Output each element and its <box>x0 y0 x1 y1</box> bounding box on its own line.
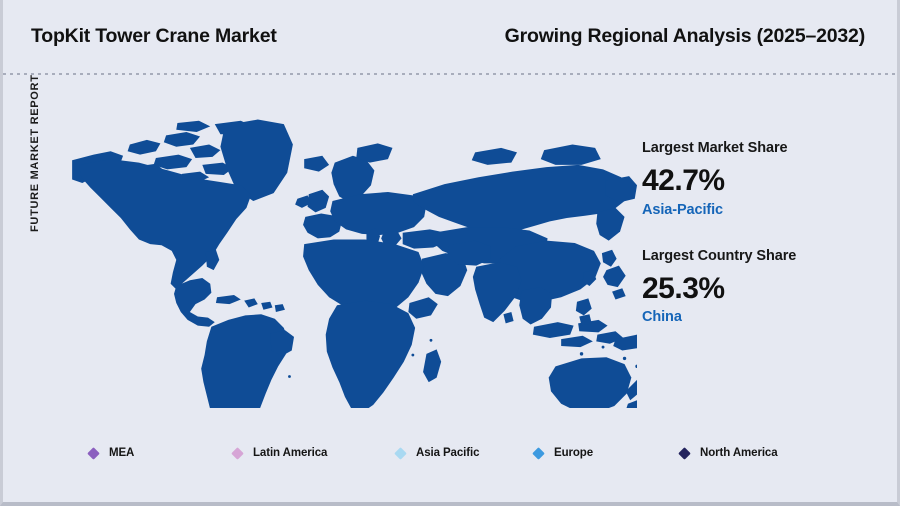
diamond-marker-icon <box>87 446 100 460</box>
header: TopKit Tower Crane Market Growing Region… <box>3 0 897 73</box>
diamond-marker-icon <box>231 446 244 460</box>
stat-label: Largest Country Share <box>642 247 797 264</box>
legend-item-label: Asia Pacific <box>416 447 480 459</box>
stat-block-largest-market-share: Largest Market Share 42.7% Asia-Pacific <box>642 140 887 218</box>
stats-panel: Largest Market Share 42.7% Asia-Pacific … <box>642 140 887 325</box>
stat-label: Largest Market Share <box>642 140 788 156</box>
page-title: TopKit Tower Crane Market <box>31 25 277 47</box>
stat-region: Asia-Pacific <box>642 201 724 218</box>
stat-value: 25.3% <box>642 271 725 305</box>
legend-item-europe[interactable]: Europe <box>532 446 680 460</box>
diamond-marker-icon <box>394 446 407 460</box>
brand-vertical-label: FUTURE MARKET REPORT <box>29 74 41 232</box>
legend-item-label: North America <box>700 447 778 459</box>
stat-block-largest-country-share: Largest Country Share 25.3% China <box>642 248 887 326</box>
map-landmasses <box>72 119 637 408</box>
world-map-svg <box>72 119 637 408</box>
diamond-marker-icon <box>532 446 545 460</box>
legend-item-north-america[interactable]: North America <box>678 446 778 460</box>
header-subtitle: Growing Regional Analysis (2025–2032) <box>504 25 866 47</box>
legend-item-label: Europe <box>554 447 594 459</box>
legend-item-label: MEA <box>109 447 135 459</box>
header-divider <box>3 73 897 75</box>
world-map <box>71 96 637 408</box>
map-legend: MEA Latin America Asia Pacific Europe No… <box>87 446 778 460</box>
diamond-marker-icon <box>678 446 691 460</box>
legend-item-label: Latin America <box>253 447 328 459</box>
stat-region: China <box>642 309 682 325</box>
legend-item-asia-pacific[interactable]: Asia Pacific <box>394 446 534 460</box>
legend-item-mea[interactable]: MEA <box>87 446 233 460</box>
legend-item-latin-america[interactable]: Latin America <box>231 446 396 460</box>
stat-value: 42.7% <box>642 164 725 197</box>
